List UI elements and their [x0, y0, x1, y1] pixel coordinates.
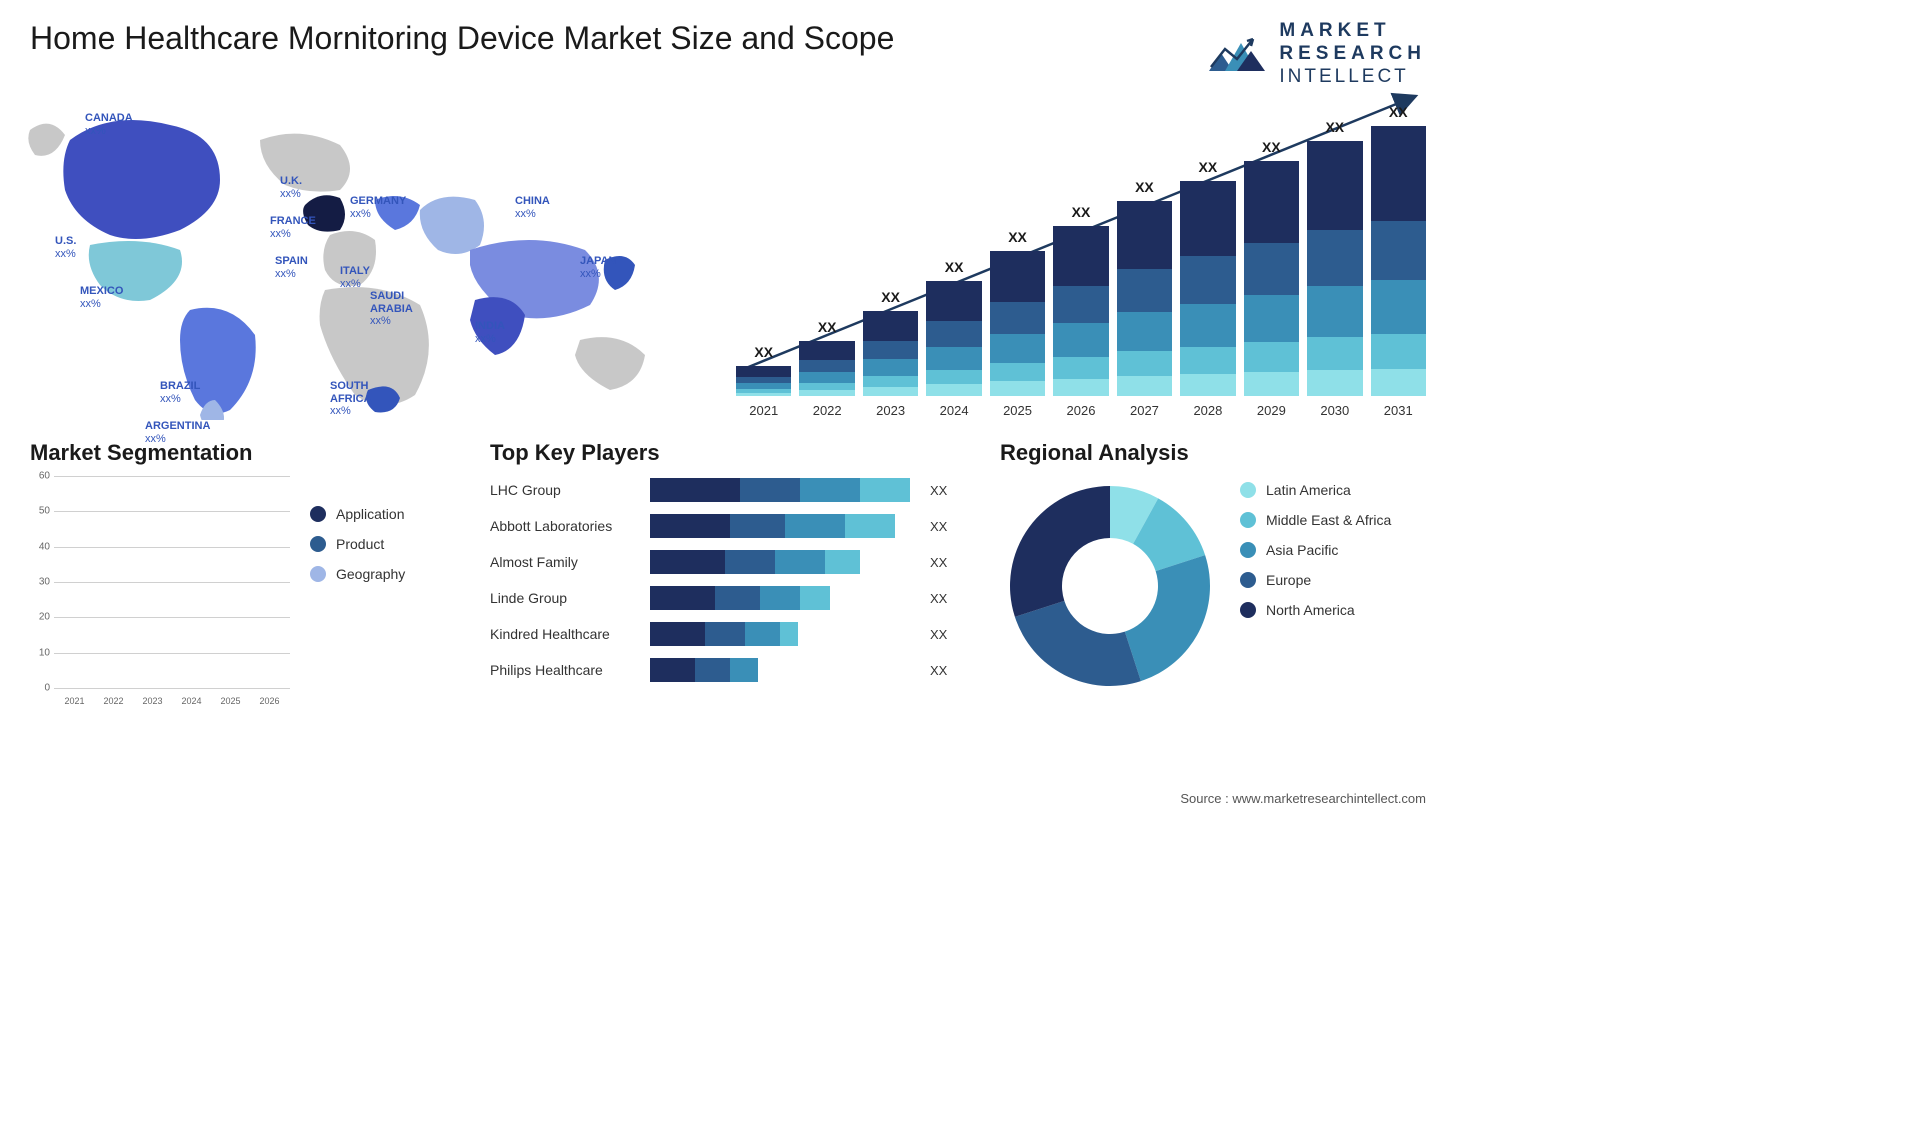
logo-text-2: RESEARCH	[1279, 43, 1426, 66]
map-label: JAPANxx%	[580, 255, 616, 280]
regional-panel: Regional Analysis Latin America Middle Ea…	[1000, 440, 1430, 696]
legend-item: Europe	[1240, 572, 1391, 588]
year-label: 2026	[1053, 403, 1108, 418]
year-label: 2028	[1180, 403, 1235, 418]
segmentation-title: Market Segmentation	[30, 440, 460, 466]
legend-item: Application	[310, 506, 405, 522]
year-label: 2031	[1371, 403, 1426, 418]
year-label: 2021	[736, 403, 791, 418]
main-bar: XX	[1053, 226, 1108, 396]
main-bar: XX	[1307, 141, 1362, 396]
map-label: ITALYxx%	[340, 265, 370, 290]
segmentation-chart: 202120222023202420252026 0102030405060	[30, 476, 290, 706]
map-label: MEXICOxx%	[80, 285, 123, 310]
brand-logo: MARKET RESEARCH INTELLECT	[1207, 20, 1426, 88]
map-label: SAUDIARABIAxx%	[370, 290, 413, 328]
logo-text-1: MARKET	[1279, 20, 1426, 43]
map-label: GERMANYxx%	[350, 195, 406, 220]
page-title: Home Healthcare Mornitoring Device Marke…	[30, 20, 894, 57]
year-label: 2025	[990, 403, 1045, 418]
donut-slice	[1010, 486, 1110, 617]
main-bar: XX	[926, 281, 981, 396]
main-bar: XX	[1180, 181, 1235, 396]
main-bar: XX	[990, 251, 1045, 396]
main-bar: XX	[1371, 126, 1426, 396]
players-title: Top Key Players	[490, 440, 960, 466]
player-row: Philips HealthcareXX	[490, 656, 960, 684]
source-attribution: Source : www.marketresearchintellect.com	[1180, 791, 1426, 806]
donut-slice	[1125, 555, 1210, 681]
regional-donut	[1000, 476, 1220, 696]
main-bar: XX	[1117, 201, 1172, 396]
world-map: CANADAxx%U.S.xx%MEXICOxx%BRAZILxx%ARGENT…	[20, 90, 680, 420]
map-label: BRAZILxx%	[160, 380, 200, 405]
regional-legend: Latin America Middle East & Africa Asia Pa…	[1240, 476, 1391, 618]
player-row: Linde GroupXX	[490, 584, 960, 612]
segmentation-panel: Market Segmentation 20212022202320242025…	[30, 440, 460, 706]
year-label: 2023	[863, 403, 918, 418]
map-label: SOUTHAFRICAxx%	[330, 380, 372, 418]
logo-text-3: INTELLECT	[1279, 66, 1426, 89]
main-bar: XX	[863, 311, 918, 396]
map-label: U.S.xx%	[55, 235, 76, 260]
map-label: FRANCExx%	[270, 215, 316, 240]
legend-item: Latin America	[1240, 482, 1391, 498]
player-row: LHC GroupXX	[490, 476, 960, 504]
map-label: SPAINxx%	[275, 255, 308, 280]
player-row: Abbott LaboratoriesXX	[490, 512, 960, 540]
legend-item: Asia Pacific	[1240, 542, 1391, 558]
map-label: CHINAxx%	[515, 195, 550, 220]
players-panel: Top Key Players LHC GroupXX Abbott Labora…	[490, 440, 960, 692]
logo-icon	[1207, 31, 1267, 77]
player-row: Kindred HealthcareXX	[490, 620, 960, 648]
year-label: 2027	[1117, 403, 1172, 418]
map-label: INDIAxx%	[475, 320, 505, 345]
legend-item: Geography	[310, 566, 405, 582]
main-bar: XX	[1244, 161, 1299, 396]
donut-slice	[1015, 601, 1141, 686]
legend-item: Product	[310, 536, 405, 552]
year-label: 2029	[1244, 403, 1299, 418]
year-label: 2030	[1307, 403, 1362, 418]
year-label: 2024	[926, 403, 981, 418]
legend-item: North America	[1240, 602, 1391, 618]
segmentation-legend: Application Product Geography	[310, 476, 405, 706]
main-bar: XX	[736, 366, 791, 396]
player-row: Almost FamilyXX	[490, 548, 960, 576]
legend-item: Middle East & Africa	[1240, 512, 1391, 528]
map-label: CANADAxx%	[85, 112, 133, 137]
year-label: 2022	[799, 403, 854, 418]
main-bar: XX	[799, 341, 854, 396]
map-label: U.K.xx%	[280, 175, 302, 200]
regional-title: Regional Analysis	[1000, 440, 1430, 466]
main-growth-chart: XXXXXXXXXXXXXXXXXXXXXX 20212022202320242…	[736, 88, 1426, 418]
